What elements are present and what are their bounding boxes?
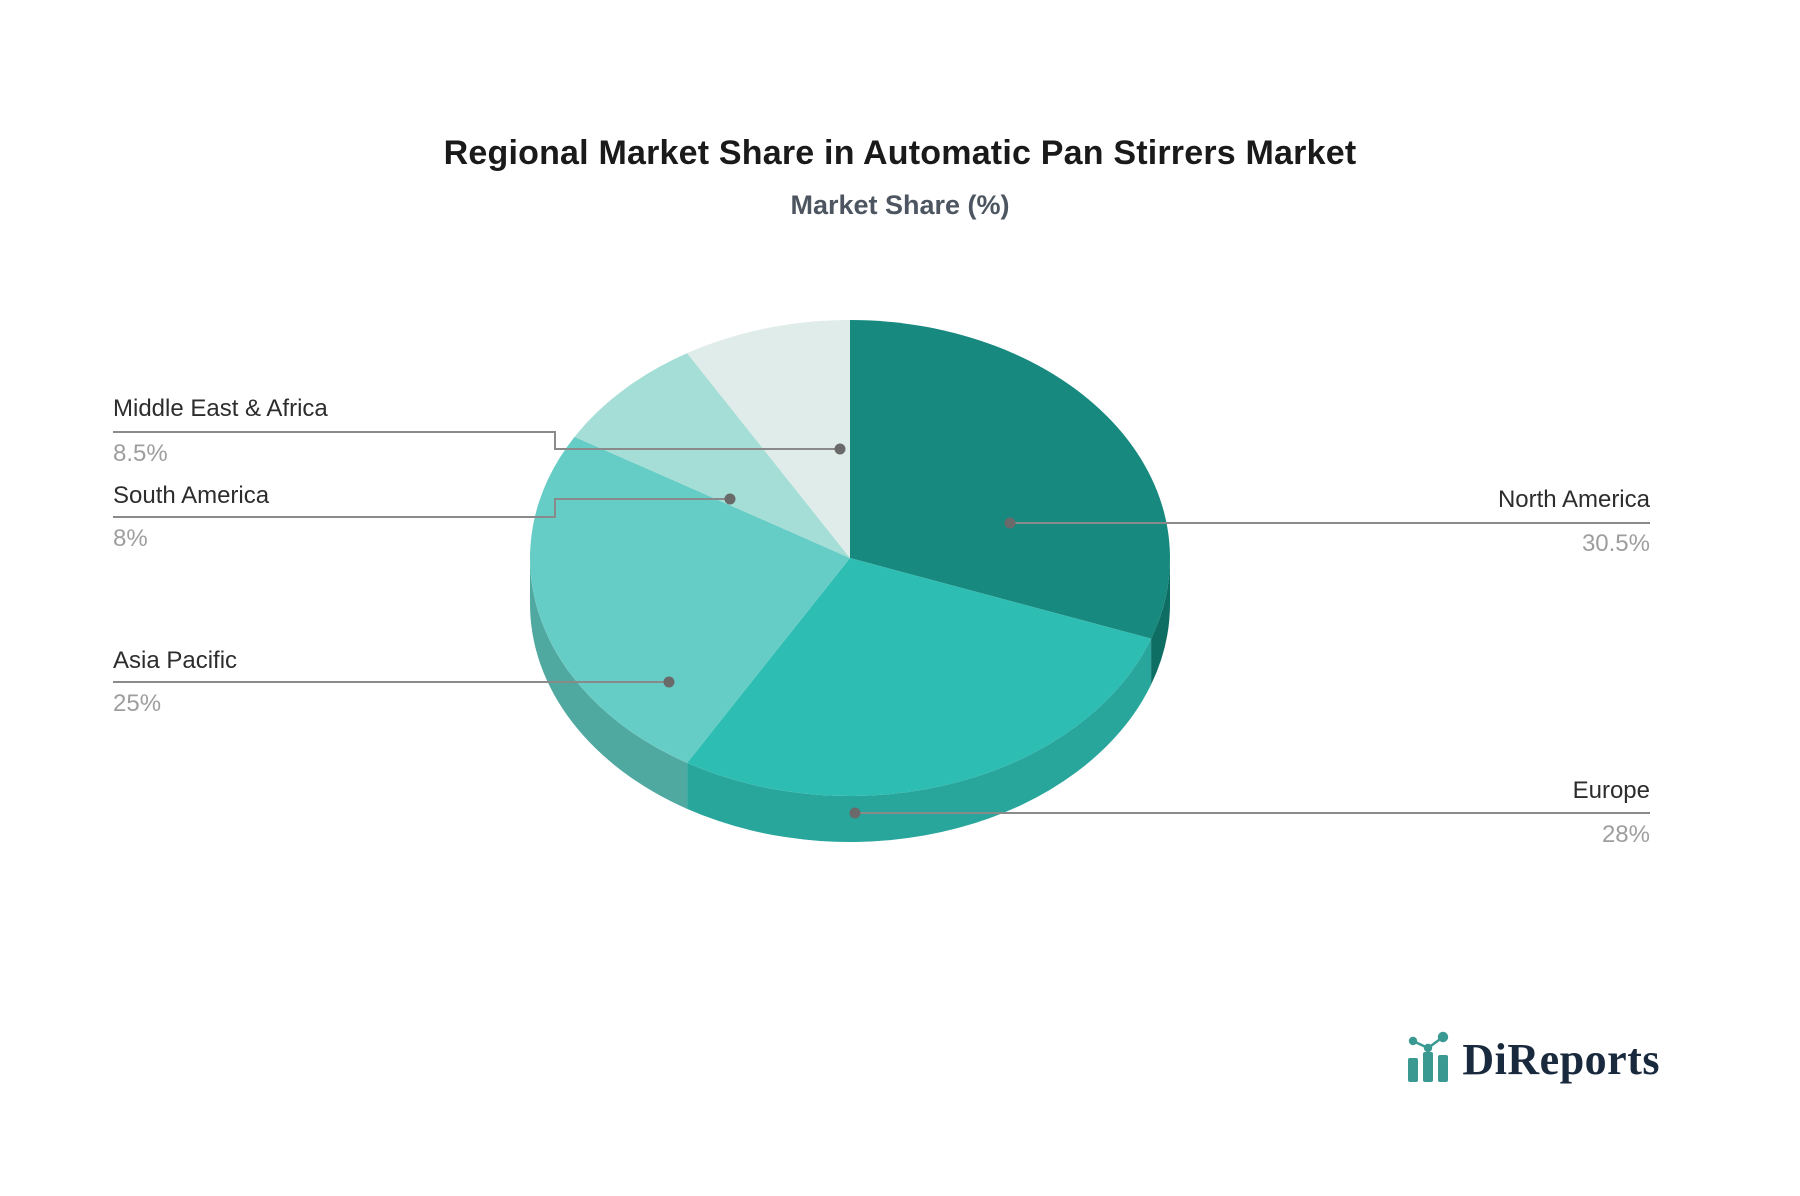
pie-slice-europe[interactable] <box>687 558 1152 797</box>
slice-label-north-america: North America <box>1497 486 1650 513</box>
slice-label-middle-east-africa: Middle East & Africa <box>113 395 328 422</box>
leader-dot-1 <box>849 807 861 819</box>
slice-label-europe: Europe <box>1572 777 1650 804</box>
pie-slice-south-america[interactable] <box>574 353 850 558</box>
chart-subtitle: Market Share (%) <box>790 190 1010 220</box>
slice-value-asia-pacific: 25% <box>113 690 162 717</box>
slice-value-north-america: 30.5% <box>1581 530 1650 557</box>
slice-value-south-america: 8% <box>113 525 148 552</box>
chart-title: Regional Market Share in Automatic Pan S… <box>443 134 1357 172</box>
pie-slice-north-america[interactable] <box>850 320 1170 639</box>
bar-line-chart-icon <box>1408 1031 1449 1082</box>
slice-label-south-america: South America <box>113 482 270 509</box>
slice-label-asia-pacific: Asia Pacific <box>113 647 238 674</box>
brand-logo: DiReports <box>1405 1028 1660 1086</box>
slice-value-middle-east-africa: 8.5% <box>113 440 168 467</box>
slice-value-europe: 28% <box>1601 821 1650 848</box>
brand-logo-text: DiReports <box>1462 1035 1660 1084</box>
